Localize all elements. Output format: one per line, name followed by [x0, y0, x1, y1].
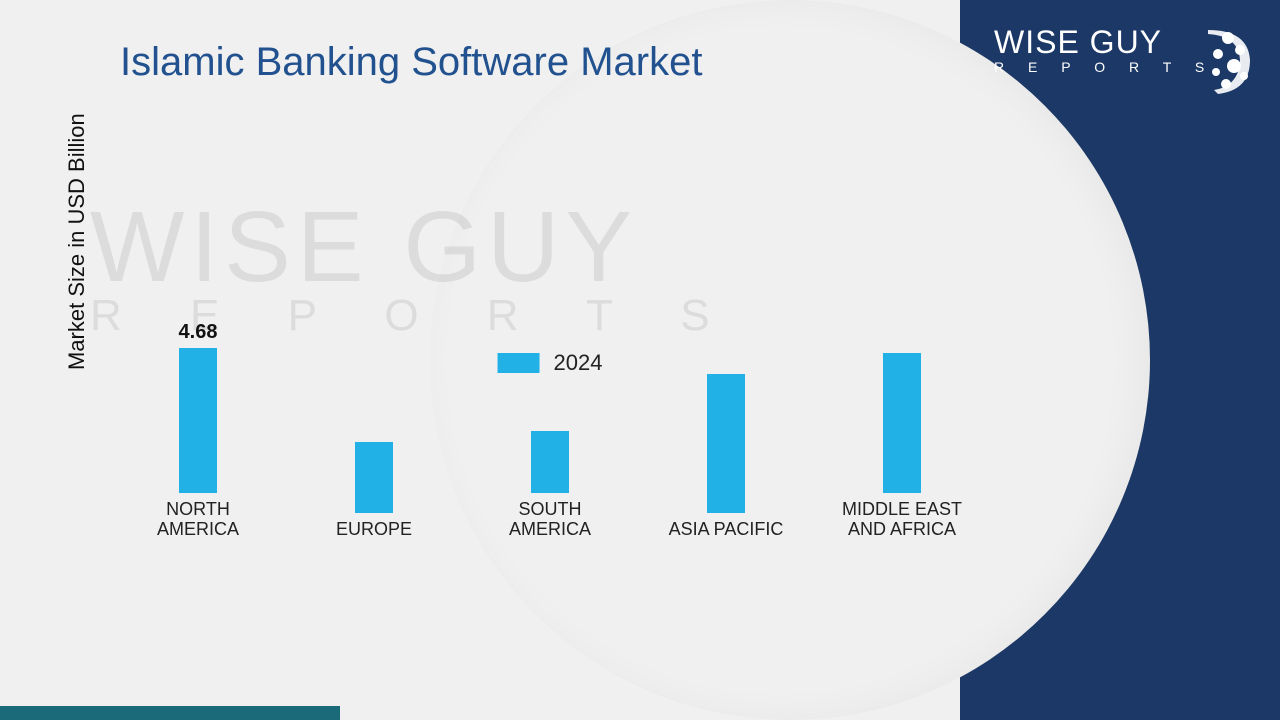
bar-value-label: 4.68 — [179, 321, 218, 344]
bar-category-label: NORTH AMERICA — [128, 499, 268, 540]
bar-category-label: ASIA PACIFIC — [669, 519, 784, 540]
bar-group: MIDDLE EAST AND AFRICA — [822, 349, 982, 540]
bar-group: 4.68 NORTH AMERICA — [118, 321, 278, 540]
bar-group: ASIA PACIFIC — [646, 370, 806, 540]
bar — [883, 353, 921, 493]
bar — [707, 374, 745, 514]
bar — [531, 431, 569, 493]
bar-category-label: MIDDLE EAST AND AFRICA — [832, 499, 972, 540]
plot-area: 2024 4.68NORTH AMERICAEUROPESOUTH AMERIC… — [110, 160, 990, 540]
bar — [179, 348, 217, 493]
bar-category-label: EUROPE — [336, 519, 412, 540]
bars-row: 4.68 NORTH AMERICA EUROPE SOUTH AMERICA ASIA… — [110, 160, 990, 540]
chart-canvas: WISE GUY R E P O R T S WISE GUY R E P O … — [0, 0, 1280, 720]
logo-head-icon — [1178, 20, 1258, 100]
y-axis-label: Market Size in USD Billion — [64, 113, 90, 370]
chart-title: Islamic Banking Software Market — [120, 40, 702, 85]
brand-logo: WISE GUY R E P O R T S — [994, 24, 1254, 75]
footer-accent-bar — [0, 706, 340, 720]
bar — [355, 442, 393, 513]
bar-category-label: SOUTH AMERICA — [480, 499, 620, 540]
bar-group: SOUTH AMERICA — [470, 427, 630, 540]
bar-group: EUROPE — [294, 438, 454, 540]
